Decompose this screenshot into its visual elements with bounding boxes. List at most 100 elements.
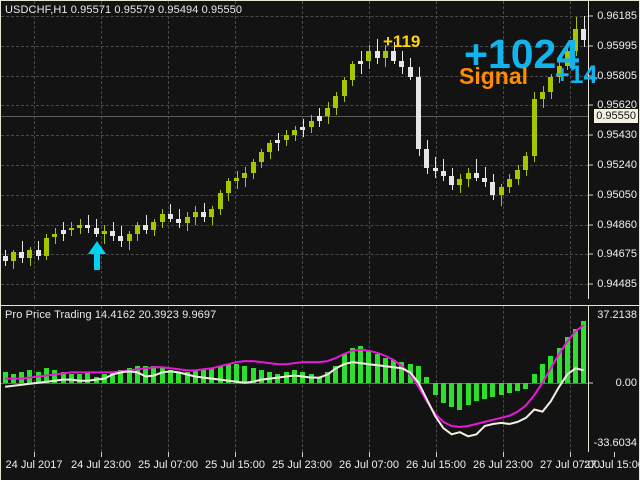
grid-line-vertical bbox=[436, 306, 437, 452]
price-axis-tick: 0.95050 bbox=[597, 188, 637, 201]
indicator-histogram-bar bbox=[333, 366, 338, 383]
price-axis-tick: 0.95805 bbox=[597, 69, 637, 82]
candle-body bbox=[242, 172, 247, 178]
grid-line-vertical bbox=[503, 306, 504, 452]
candle-body bbox=[27, 250, 32, 258]
candle-body bbox=[52, 234, 57, 238]
candle-wick bbox=[146, 215, 147, 235]
indicator-histogram-bar bbox=[300, 372, 305, 383]
candle-body bbox=[201, 212, 206, 217]
price-axis-tick: 0.95240 bbox=[597, 158, 637, 171]
grid-line-vertical bbox=[235, 1, 236, 299]
candle-wick bbox=[443, 158, 444, 181]
indicator-histogram-bar bbox=[441, 382, 446, 404]
indicator-histogram-bar bbox=[284, 372, 289, 383]
time-axis-tickmark bbox=[369, 452, 370, 457]
indicator-line-overlay bbox=[4, 324, 585, 438]
price-axis-tickmark bbox=[589, 134, 593, 136]
price-axis-tickmark bbox=[589, 224, 593, 226]
candle-body bbox=[102, 231, 107, 235]
candle-body bbox=[325, 108, 330, 117]
indicator-histogram-bar bbox=[515, 382, 520, 391]
indicator-histogram-bar bbox=[234, 364, 239, 383]
indicator-histogram-bar bbox=[449, 382, 454, 408]
candle-body bbox=[565, 51, 570, 66]
time-axis-tickmark bbox=[235, 452, 236, 457]
candle-body bbox=[19, 251, 24, 258]
indicator-histogram-bar bbox=[507, 382, 512, 394]
indicator-pane[interactable]: Pro Price Trading 14.4162 20.3923 9.9697… bbox=[1, 305, 639, 453]
candle-body bbox=[416, 76, 421, 150]
grid-line-vertical bbox=[302, 1, 303, 299]
candle-body bbox=[85, 224, 90, 229]
grid-line-vertical bbox=[436, 1, 437, 299]
time-axis-label: 24 Jul 23:00 bbox=[71, 459, 131, 471]
candle-wick bbox=[88, 215, 89, 233]
candle-body bbox=[259, 152, 264, 162]
indicator-histogram-bar bbox=[523, 382, 528, 389]
grid-line-horizontal bbox=[1, 284, 588, 286]
time-axis-tickmark bbox=[436, 452, 437, 457]
indicator-histogram-bar bbox=[557, 347, 562, 383]
overlay-text-119: +119 bbox=[383, 32, 421, 51]
candle-body bbox=[234, 177, 239, 181]
indicator-histogram-bar bbox=[416, 366, 421, 383]
candle-body bbox=[135, 224, 140, 235]
indicator-histogram-bar bbox=[218, 366, 223, 383]
time-axis-label: 26 Jul 07:00 bbox=[339, 459, 399, 471]
time-axis-label: 26 Jul 23:00 bbox=[473, 459, 533, 471]
current-price-line bbox=[1, 116, 588, 118]
indicator-histogram-bar bbox=[292, 370, 297, 383]
candle-body bbox=[110, 231, 115, 236]
candle-body bbox=[94, 228, 99, 235]
candle-body bbox=[424, 149, 429, 169]
candle-body bbox=[573, 29, 578, 52]
candle-body bbox=[333, 95, 338, 109]
candle-body bbox=[391, 51, 396, 61]
candle-body bbox=[36, 250, 41, 257]
candle-body bbox=[449, 176, 454, 186]
candle-body bbox=[118, 235, 123, 241]
candle-body bbox=[160, 213, 165, 222]
indicator-histogram-bar bbox=[581, 320, 586, 383]
indicator-histogram-bar bbox=[61, 372, 66, 383]
candle-body bbox=[309, 120, 314, 128]
grid-line-horizontal bbox=[1, 194, 588, 196]
candle-body bbox=[366, 51, 371, 61]
candle-body bbox=[127, 234, 132, 241]
price-axis-tick: 0.94860 bbox=[597, 218, 637, 231]
indicator-histogram-bar bbox=[85, 372, 90, 383]
candle-body bbox=[292, 130, 297, 135]
price-chart-pane[interactable]: USDCHF,H1 0.95571 0.95579 0.95494 0.9555… bbox=[1, 1, 639, 299]
indicator-histogram-bar bbox=[490, 382, 495, 398]
price-axis-tick: 0.95995 bbox=[597, 39, 637, 52]
candle-body bbox=[523, 155, 528, 170]
indicator-histogram-bar bbox=[127, 368, 132, 383]
indicator-histogram-bar bbox=[433, 382, 438, 396]
candle-body bbox=[466, 172, 471, 180]
candle-body bbox=[77, 224, 82, 229]
indicator-histogram-bar bbox=[251, 368, 256, 383]
indicator-histogram-bar bbox=[532, 374, 537, 383]
price-plot-area[interactable] bbox=[1, 1, 588, 299]
candle-body bbox=[218, 193, 223, 210]
price-axis-tickmark bbox=[589, 253, 593, 255]
indicator-histogram-bar bbox=[325, 372, 330, 383]
candle-body bbox=[532, 98, 537, 156]
candle-body bbox=[457, 179, 462, 186]
indicator-plot-area[interactable] bbox=[1, 306, 588, 452]
indicator-zero-line bbox=[1, 382, 588, 384]
indicator-histogram-bar bbox=[474, 382, 479, 402]
price-axis-tickmark bbox=[589, 15, 593, 17]
grid-line-horizontal bbox=[1, 45, 588, 47]
indicator-axis-tickmark bbox=[589, 382, 593, 384]
indicator-histogram-bar bbox=[565, 337, 570, 383]
indicator-histogram-bar bbox=[350, 347, 355, 383]
indicator-histogram-bar bbox=[317, 376, 322, 383]
indicator-histogram-bar bbox=[242, 366, 247, 383]
candle-wick bbox=[104, 224, 105, 244]
indicator-histogram-bar bbox=[19, 372, 24, 383]
indicator-histogram-bar bbox=[185, 372, 190, 383]
candle-body bbox=[267, 142, 272, 153]
indicator-histogram-bar bbox=[226, 364, 231, 383]
